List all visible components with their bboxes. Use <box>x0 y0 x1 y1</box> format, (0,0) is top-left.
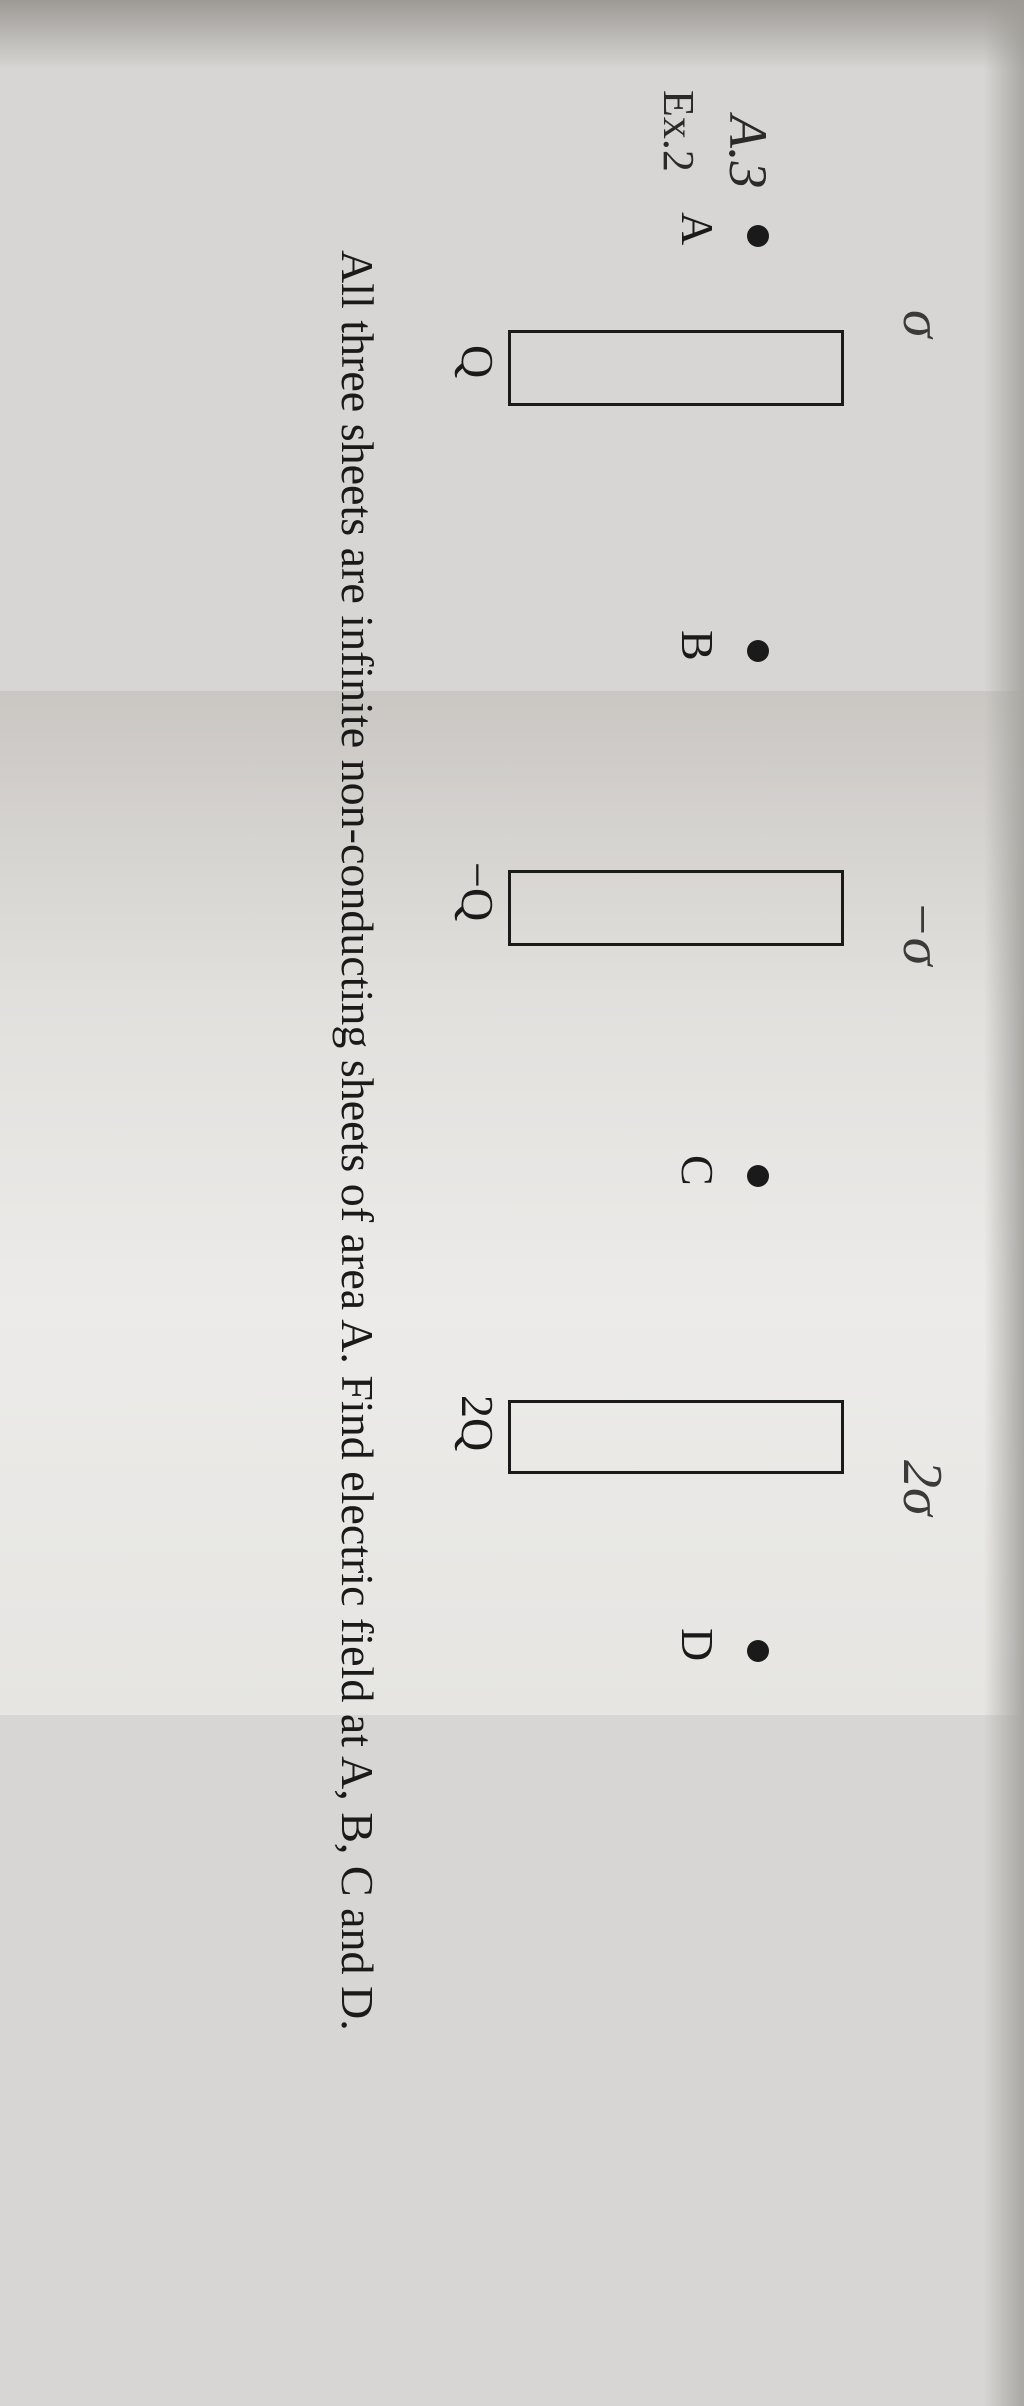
point-a-label: A <box>671 212 724 245</box>
problem-number-label: A.3 <box>717 115 779 189</box>
example-label: Ex.2 <box>653 90 704 172</box>
charge-left-label: Q <box>451 345 504 378</box>
question-text: All three sheets are infinite non-conduc… <box>331 250 384 2250</box>
sheet-mid <box>508 870 844 946</box>
sigma-left-label: σ <box>890 310 954 338</box>
point-d-dot <box>747 1640 769 1662</box>
point-c-dot <box>747 1165 769 1187</box>
point-d-label: D <box>671 1628 724 1661</box>
sigma-mid-label: −σ <box>890 900 954 965</box>
point-a-dot <box>747 225 769 247</box>
point-b-label: B <box>671 630 724 661</box>
page-content: σ −σ 2σ A.3 Ex.2 A Q B −Q C 2Q D All thr… <box>0 0 1024 2406</box>
page-edge-shadow-top <box>984 0 1024 2406</box>
page-edge-shadow-left <box>0 0 1024 70</box>
charge-right-label: 2Q <box>451 1395 504 1451</box>
sheet-left <box>508 330 844 406</box>
sigma-right-label: 2σ <box>890 1460 954 1516</box>
sheet-right <box>508 1400 844 1474</box>
charge-mid-label: −Q <box>451 862 504 921</box>
scanned-page: σ −σ 2σ A.3 Ex.2 A Q B −Q C 2Q D All thr… <box>0 691 1024 1715</box>
point-b-dot <box>747 640 769 662</box>
sigma-annotations: σ −σ 2σ <box>874 260 954 2160</box>
point-c-label: C <box>671 1155 724 1186</box>
